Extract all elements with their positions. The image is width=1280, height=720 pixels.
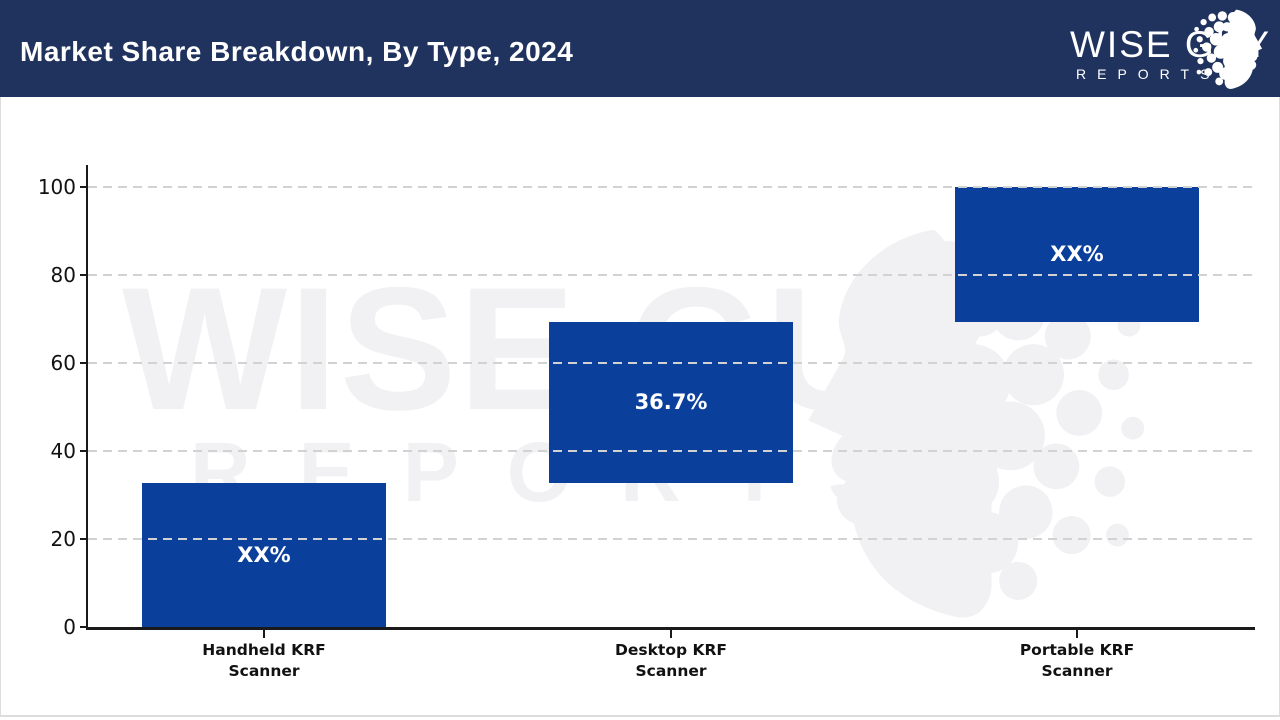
y-tick-label: 0	[63, 615, 76, 639]
category-label: Portable KRF Scanner	[1019, 641, 1135, 680]
gridline	[88, 362, 1253, 364]
page-title: Market Share Breakdown, By Type, 2024	[20, 36, 574, 67]
gridline	[88, 274, 1253, 276]
gridline	[88, 186, 1253, 188]
y-tick-label: 100	[37, 175, 76, 199]
brand-sub: REPORTS	[1076, 66, 1221, 82]
gridline	[88, 538, 1253, 540]
bar-value-label: 36.7%	[634, 390, 708, 415]
frame-bottom-line	[0, 715, 1280, 717]
bar-segment	[955, 187, 1199, 322]
y-tick-mark	[80, 450, 88, 452]
bar-segment	[142, 483, 386, 627]
y-tick-mark	[80, 274, 88, 276]
brand-head-icon	[1193, 9, 1263, 89]
x-tick-mark	[670, 630, 672, 638]
gridline	[88, 450, 1253, 452]
x-tick-mark	[1076, 630, 1078, 638]
frame-left-line	[0, 97, 1, 717]
brand-logo: WISE GUY REPORTS	[1036, 6, 1269, 94]
y-tick-label: 40	[50, 439, 76, 463]
bar-value-label: XX%	[1050, 242, 1104, 267]
x-axis	[86, 627, 1255, 630]
category-label: Desktop KRF Scanner	[615, 641, 727, 680]
bar-value-label: XX%	[237, 543, 291, 568]
x-tick-mark	[263, 630, 265, 638]
y-tick-mark	[80, 362, 88, 364]
y-tick-label: 60	[50, 351, 76, 375]
y-tick-mark	[80, 626, 88, 628]
header-bar: Market Share Breakdown, By Type, 2024 WI…	[0, 0, 1280, 97]
y-axis	[86, 165, 88, 629]
y-tick-mark	[80, 538, 88, 540]
y-tick-label: 20	[50, 527, 76, 551]
y-tick-mark	[80, 186, 88, 188]
y-tick-label: 80	[50, 263, 76, 287]
category-label: Handheld KRF Scanner	[202, 641, 326, 680]
bar-segment	[549, 321, 793, 484]
